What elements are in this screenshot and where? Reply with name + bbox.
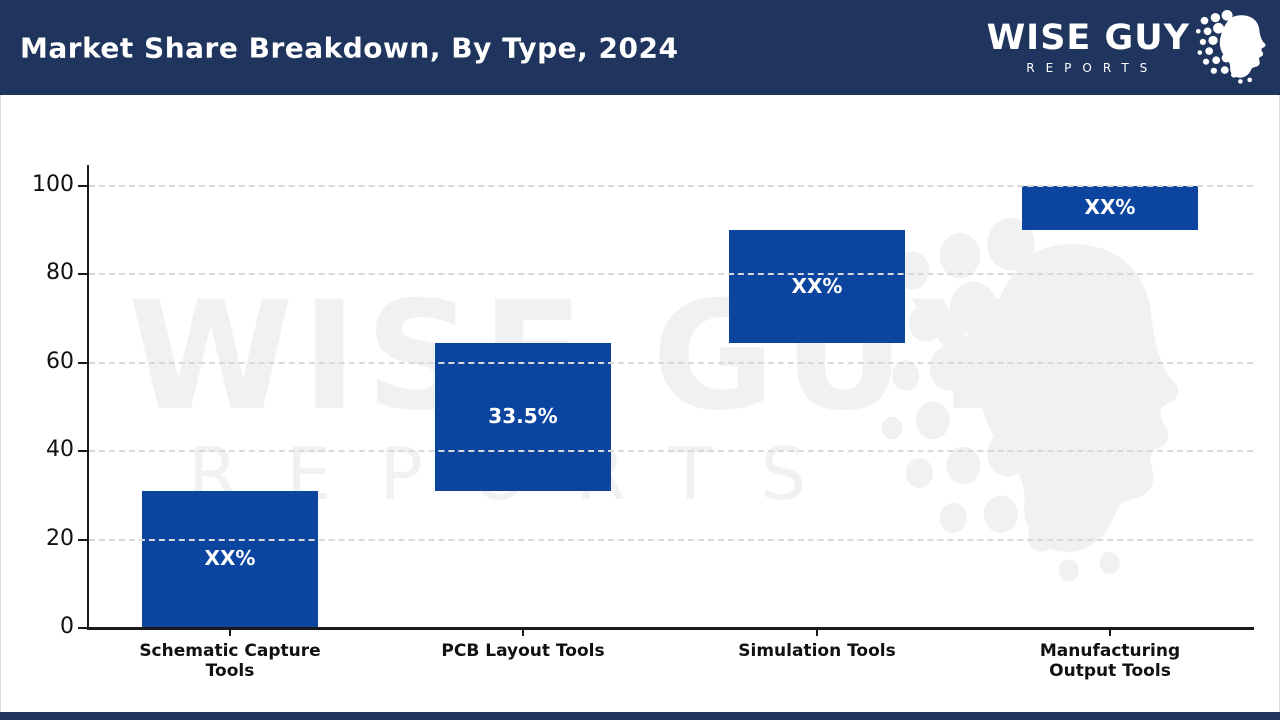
- bar-value-label: XX%: [791, 273, 843, 298]
- y-tick-label: 0: [60, 614, 74, 639]
- grid-line: [89, 450, 1253, 453]
- y-tick: [78, 538, 88, 541]
- y-tick-label: 100: [32, 172, 74, 197]
- bar-value-label: 33.5%: [488, 403, 558, 428]
- x-axis-label: Simulation Tools: [738, 641, 896, 661]
- x-axis-line: [87, 627, 1254, 630]
- y-tick-label: 40: [46, 437, 74, 463]
- brand-logo: WISE GUY REPORTS: [987, 4, 1270, 92]
- x-axis-label: Manufacturing Output Tools: [1039, 641, 1181, 681]
- logo-face-icon: [1195, 10, 1266, 84]
- y-tick: [78, 627, 88, 629]
- bar-value-label: XX%: [1084, 195, 1136, 220]
- grid-line: [89, 361, 1253, 364]
- x-tick: [1109, 630, 1111, 636]
- y-axis-line: [87, 165, 89, 629]
- bar-value-label: XX%: [204, 546, 256, 571]
- y-tick: [78, 450, 88, 453]
- x-axis-label: Schematic Capture Tools: [139, 641, 321, 681]
- brand-logo-text: WISE GUY REPORTS: [986, 18, 1190, 76]
- x-tick: [229, 630, 231, 636]
- footer-bar: [0, 712, 1280, 720]
- x-tick: [522, 630, 524, 636]
- y-tick-label: 80: [46, 260, 74, 286]
- y-tick-label: 20: [46, 525, 74, 551]
- bar: [435, 342, 611, 491]
- brand-subtitle: REPORTS: [1026, 61, 1159, 75]
- grid-line: [89, 185, 1253, 187]
- grid-line: [89, 538, 1253, 541]
- x-axis-label: PCB Layout Tools: [441, 641, 605, 661]
- y-tick-label: 60: [46, 348, 74, 374]
- x-tick: [816, 630, 818, 636]
- bar: [142, 490, 318, 628]
- y-tick: [78, 185, 88, 187]
- y-tick: [78, 273, 88, 276]
- page-title: Market Share Breakdown, By Type, 2024: [20, 31, 679, 64]
- header-bar: Market Share Breakdown, By Type, 2024 WI…: [0, 0, 1280, 95]
- grid-line: [89, 273, 1253, 276]
- y-tick: [78, 361, 88, 364]
- brand-name: WISE GUY: [986, 18, 1190, 58]
